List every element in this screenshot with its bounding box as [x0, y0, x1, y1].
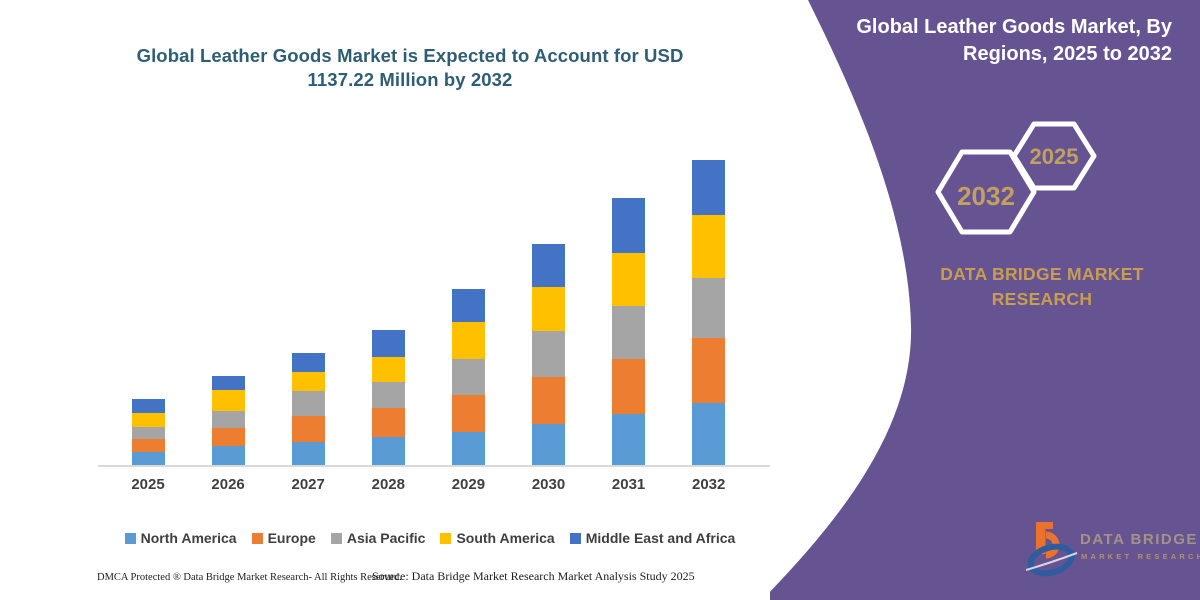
company-logo: DATA BRIDGE MARKET RESEARCH	[1000, 518, 1200, 582]
chart-title-line2: 1137.22 Million by 2032	[307, 69, 513, 90]
x-tick-2031: 2031	[611, 476, 646, 493]
bar-2025	[131, 399, 165, 465]
bar-2029-segment-north-america	[451, 432, 485, 465]
legend-label-middle-east-and-africa: Middle East and Africa	[585, 530, 736, 546]
bar-2026-segment-europe	[211, 428, 245, 446]
bar-2028-segment-south-america	[371, 357, 405, 383]
bar-2031-segment-europe	[612, 359, 646, 415]
bar-2030-segment-south-america	[532, 287, 565, 332]
x-tick-2025: 2025	[131, 476, 165, 493]
bar-2028-segment-asia-pacific	[371, 382, 405, 409]
bar-2032-segment-europe	[692, 338, 726, 403]
bar-2031-segment-south-america	[612, 253, 646, 307]
bar-2028-segment-middle-east-and-africa	[371, 330, 405, 358]
bar-2030-segment-north-america	[532, 424, 565, 465]
legend-swatch-middle-east-and-africa	[569, 532, 581, 544]
bar-2028-segment-europe	[371, 408, 405, 438]
bar-2032	[692, 160, 726, 465]
bar-2027-segment-asia-pacific	[291, 391, 325, 416]
bar-2029-segment-middle-east-and-africa	[451, 289, 485, 323]
legend-item-north-america: North America	[124, 530, 237, 546]
bar-2031-segment-middle-east-and-africa	[612, 198, 646, 254]
bar-2032-segment-middle-east-and-africa	[692, 160, 726, 216]
bar-2026-segment-south-america	[211, 390, 245, 412]
x-tick-2032: 2032	[692, 476, 726, 493]
logo-b-icon	[1026, 522, 1078, 577]
panel-title-line2: Regions, 2025 to 2032	[963, 43, 1172, 65]
bar-2026-segment-north-america	[211, 446, 245, 465]
right-panel: 2032 2025	[770, 0, 1200, 600]
bar-2029	[451, 289, 485, 465]
bar-2029-segment-asia-pacific	[451, 359, 485, 395]
bar-2026-segment-asia-pacific	[211, 411, 245, 428]
bar-2025-segment-north-america	[131, 452, 165, 465]
x-tick-2030: 2030	[531, 476, 566, 493]
hexagon-2025-label: 2025	[1030, 144, 1079, 169]
x-tick-2027: 2027	[291, 476, 325, 493]
chart-legend: North America Europe Asia Pacific South Ame…	[85, 530, 775, 546]
logo-subtitle-text: MARKET RESEARCH	[1081, 552, 1200, 561]
bar-2025-segment-asia-pacific	[131, 427, 165, 440]
bar-2025-segment-europe	[131, 439, 165, 453]
legend-item-middle-east-and-africa: Middle East and Africa	[569, 530, 736, 546]
chart-title-line1: Global Leather Goods Market is Expected …	[136, 45, 684, 66]
bar-2032-segment-north-america	[692, 403, 726, 465]
hexagon-2025	[1011, 121, 1097, 191]
legend-item-asia-pacific: Asia Pacific	[330, 530, 426, 546]
legend-label-south-america: South America	[456, 530, 555, 546]
brand-line2: RESEARCH	[991, 289, 1093, 309]
brand-wordmark: DATA BRIDGE MARKET RESEARCH	[908, 262, 1176, 312]
bar-2025-segment-middle-east-and-africa	[131, 399, 165, 414]
legend-label-europe: Europe	[267, 530, 316, 546]
panel-title: Global Leather Goods Market, By Regions,…	[856, 14, 1172, 68]
logo-swoosh-ring	[1027, 543, 1075, 577]
bar-2031	[612, 198, 646, 465]
x-tick-2029: 2029	[451, 476, 486, 493]
bar-2030-segment-asia-pacific	[532, 331, 565, 378]
logo-b-stem	[1036, 522, 1053, 554]
bar-2027-segment-middle-east-and-africa	[291, 353, 325, 373]
bar-2027-segment-south-america	[291, 372, 325, 392]
dmca-notice: DMCA Protected ® Data Bridge Market Rese…	[97, 572, 402, 583]
legend-swatch-europe	[251, 532, 263, 544]
bar-2027	[291, 353, 325, 465]
bar-2030-segment-middle-east-and-africa	[532, 244, 565, 288]
bar-2032-segment-south-america	[692, 215, 726, 279]
bar-2026	[211, 376, 245, 465]
legend-item-south-america: South America	[440, 530, 555, 546]
bar-2030-segment-europe	[532, 377, 565, 424]
bar-2029-segment-europe	[451, 395, 485, 432]
legend-swatch-north-america	[124, 532, 136, 544]
bar-2027-segment-europe	[291, 416, 325, 442]
bar-2026-segment-middle-east-and-africa	[211, 376, 245, 391]
bar-2031-segment-asia-pacific	[612, 306, 646, 360]
legend-label-asia-pacific: Asia Pacific	[346, 530, 426, 546]
x-axis-line	[98, 465, 770, 467]
legend-swatch-south-america	[440, 532, 452, 544]
panel-title-line1: Global Leather Goods Market, By	[856, 16, 1172, 38]
legend-label-north-america: North America	[140, 530, 237, 546]
logo-underline-swoosh	[1026, 552, 1078, 571]
x-tick-2028: 2028	[371, 476, 405, 493]
bar-2032-segment-asia-pacific	[692, 278, 726, 339]
hexagon-2032-label: 2032	[957, 181, 1015, 211]
legend-item-europe: Europe	[251, 530, 316, 546]
bar-2025-segment-south-america	[131, 413, 165, 428]
legend-swatch-asia-pacific	[330, 532, 342, 544]
brand-line1: DATA BRIDGE MARKET	[940, 264, 1144, 284]
chart-title: Global Leather Goods Market is Expected …	[110, 44, 710, 92]
bar-2030	[532, 244, 565, 465]
bar-2028-segment-north-america	[371, 437, 405, 465]
x-tick-2026: 2026	[211, 476, 245, 493]
bar-2031-segment-north-america	[612, 414, 646, 465]
bar-2029-segment-south-america	[451, 322, 485, 360]
source-note: Source: Data Bridge Market Research Mark…	[372, 569, 695, 583]
hexagon-2032	[935, 149, 1037, 235]
bar-2028	[371, 330, 405, 465]
logo-name-text: DATA BRIDGE	[1080, 531, 1198, 548]
bar-2027-segment-north-america	[291, 442, 325, 465]
